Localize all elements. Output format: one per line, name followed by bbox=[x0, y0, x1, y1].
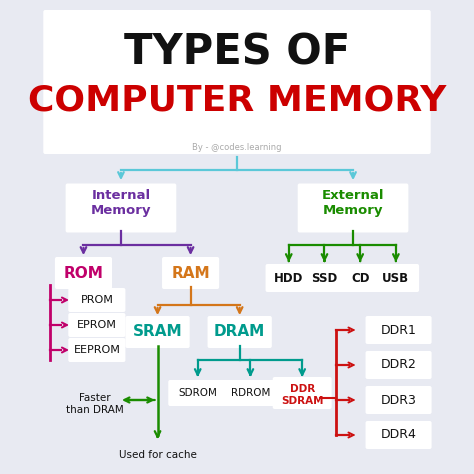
Text: Internal
Memory: Internal Memory bbox=[91, 189, 151, 217]
Text: SSD: SSD bbox=[311, 272, 337, 284]
FancyBboxPatch shape bbox=[43, 10, 431, 154]
Text: DDR1: DDR1 bbox=[381, 323, 417, 337]
FancyBboxPatch shape bbox=[221, 380, 280, 406]
FancyBboxPatch shape bbox=[68, 313, 126, 337]
Text: EEPROM: EEPROM bbox=[73, 345, 120, 355]
FancyBboxPatch shape bbox=[337, 264, 383, 292]
Text: EPROM: EPROM bbox=[77, 320, 117, 330]
FancyBboxPatch shape bbox=[68, 288, 126, 312]
Text: HDD: HDD bbox=[274, 272, 303, 284]
Text: RAM: RAM bbox=[171, 265, 210, 281]
Text: PROM: PROM bbox=[81, 295, 113, 305]
FancyBboxPatch shape bbox=[208, 316, 272, 348]
FancyBboxPatch shape bbox=[365, 386, 432, 414]
FancyBboxPatch shape bbox=[273, 377, 332, 409]
Text: DRAM: DRAM bbox=[214, 325, 265, 339]
FancyBboxPatch shape bbox=[126, 316, 190, 348]
FancyBboxPatch shape bbox=[365, 316, 432, 344]
FancyBboxPatch shape bbox=[298, 183, 409, 233]
Text: USB: USB bbox=[383, 272, 410, 284]
Text: RDROM: RDROM bbox=[231, 388, 270, 398]
Text: DDR
SDRAM: DDR SDRAM bbox=[281, 384, 323, 406]
FancyBboxPatch shape bbox=[65, 183, 176, 233]
Text: By - @codes.learning: By - @codes.learning bbox=[192, 144, 282, 153]
Text: SDROM: SDROM bbox=[178, 388, 217, 398]
FancyBboxPatch shape bbox=[373, 264, 419, 292]
Text: TYPES OF: TYPES OF bbox=[124, 31, 350, 73]
FancyBboxPatch shape bbox=[265, 264, 312, 292]
FancyBboxPatch shape bbox=[365, 351, 432, 379]
FancyBboxPatch shape bbox=[55, 257, 112, 289]
Text: ROM: ROM bbox=[64, 265, 103, 281]
Text: External
Memory: External Memory bbox=[322, 189, 384, 217]
Text: Faster
than DRAM: Faster than DRAM bbox=[65, 393, 123, 415]
FancyBboxPatch shape bbox=[301, 264, 348, 292]
FancyBboxPatch shape bbox=[68, 338, 126, 362]
Text: DDR2: DDR2 bbox=[381, 358, 417, 372]
Text: SRAM: SRAM bbox=[133, 325, 182, 339]
Text: CD: CD bbox=[351, 272, 369, 284]
Text: Used for cache: Used for cache bbox=[118, 450, 197, 460]
Text: COMPUTER MEMORY: COMPUTER MEMORY bbox=[28, 83, 446, 117]
Text: DDR3: DDR3 bbox=[381, 393, 417, 407]
Text: DDR4: DDR4 bbox=[381, 428, 417, 441]
FancyBboxPatch shape bbox=[162, 257, 219, 289]
FancyBboxPatch shape bbox=[365, 421, 432, 449]
FancyBboxPatch shape bbox=[168, 380, 227, 406]
